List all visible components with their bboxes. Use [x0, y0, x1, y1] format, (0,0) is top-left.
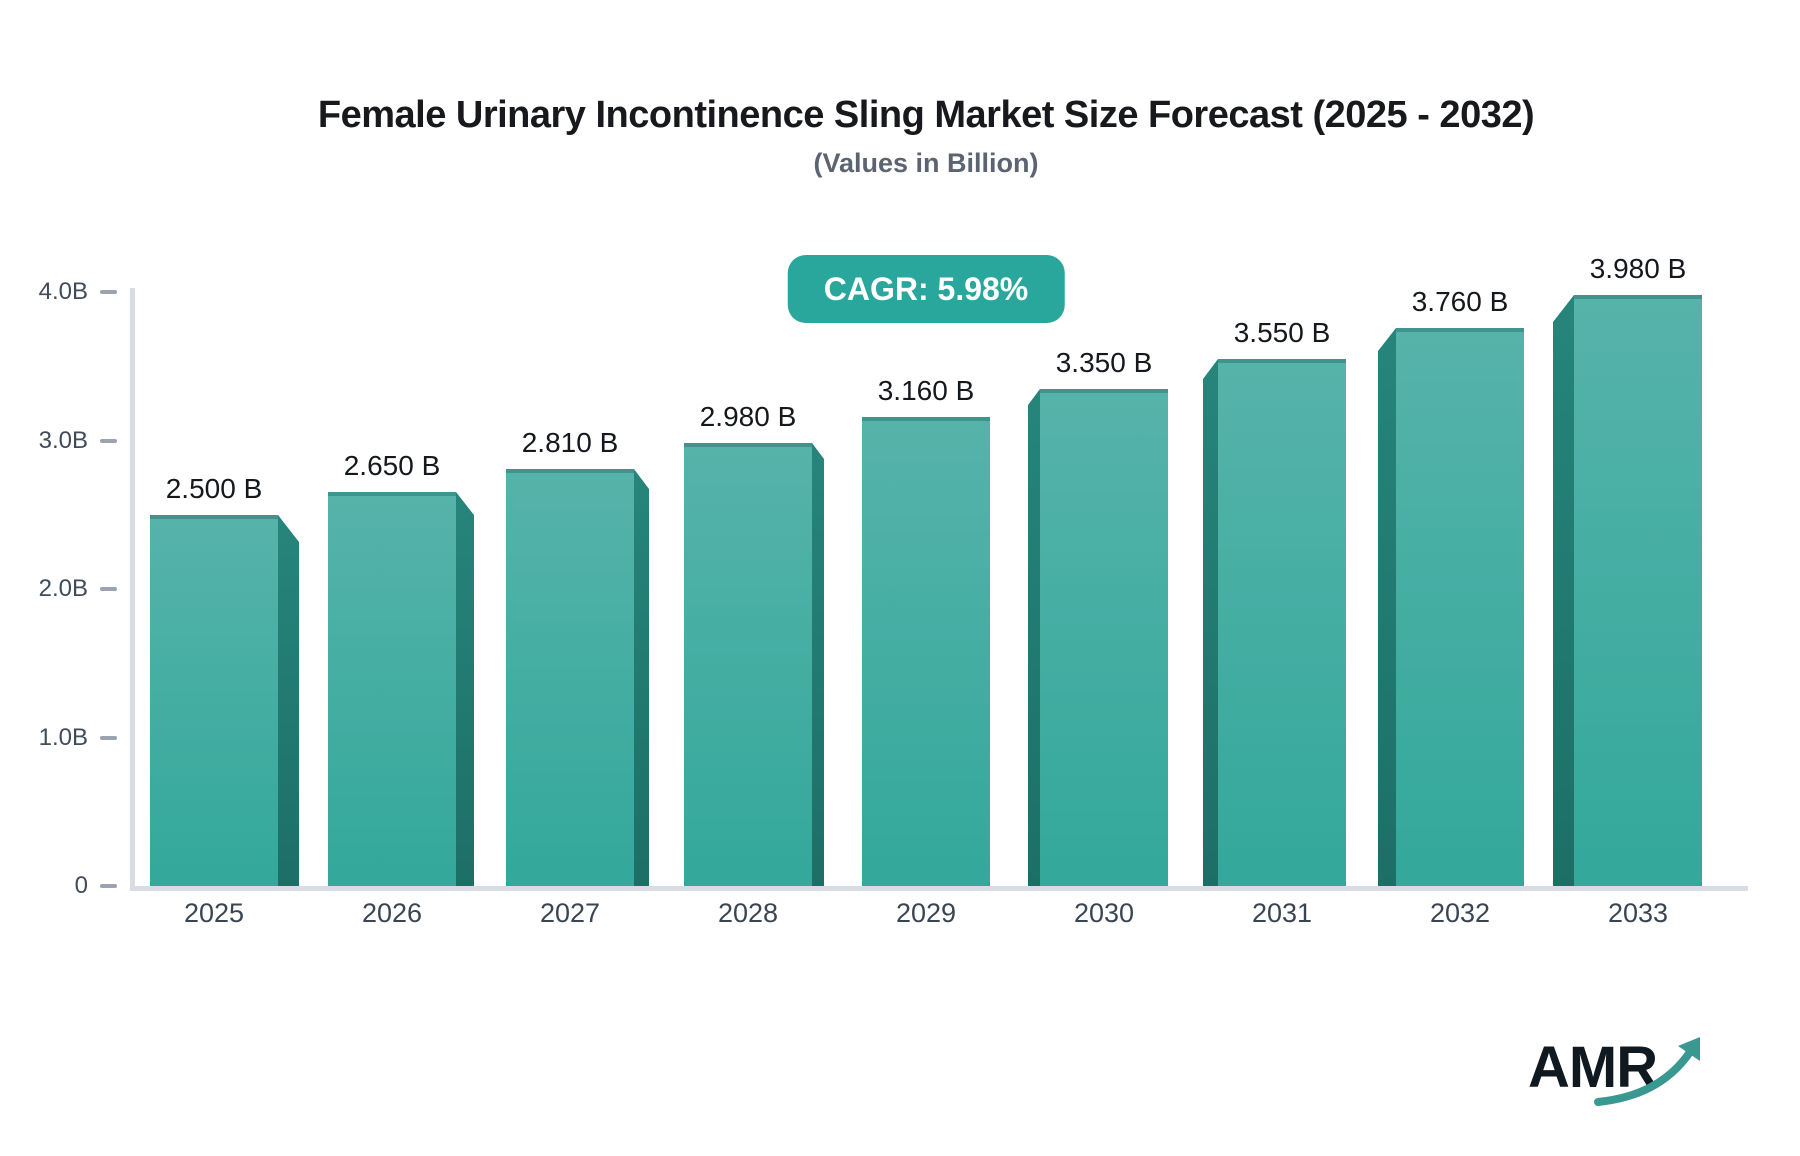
growth-arrow-icon [1594, 1037, 1700, 1106]
x-axis-line [130, 886, 1748, 891]
bar-face [1218, 359, 1346, 886]
bar-value-label: 3.980 B [1589, 253, 1687, 284]
bar-2033 [1553, 295, 1702, 886]
bar-value-label: 2.500 B [165, 473, 263, 504]
bar-value-label: 3.550 B [1233, 317, 1331, 348]
y-axis-tick [100, 587, 117, 591]
x-axis-category-label: 2026 [361, 898, 423, 928]
y-axis-tick [100, 290, 117, 294]
bar-face [1574, 295, 1702, 886]
bar-face [328, 492, 456, 886]
x-axis-category-label: 2027 [539, 898, 601, 928]
x-axis-category-label: 2029 [895, 898, 957, 928]
bar-value-label: 2.980 B [699, 401, 797, 432]
bar-face [684, 443, 812, 886]
bar-2026 [328, 492, 474, 886]
bar-side-face [278, 515, 299, 886]
bar-side-face [1378, 328, 1396, 886]
bar-side-face [634, 469, 649, 886]
bar-2031 [1203, 359, 1346, 886]
bar-value-label: 2.810 B [521, 427, 619, 458]
bar-face [1396, 328, 1524, 886]
x-axis-category-label: 2033 [1607, 898, 1669, 928]
y-axis-line [130, 288, 135, 889]
bar-side-face [1028, 389, 1040, 886]
bar-side-face [456, 492, 474, 886]
chart-subtitle: (Values in Billion) [813, 148, 1039, 178]
y-axis-tick [100, 735, 117, 740]
cagr-badge: CAGR: 5.98% [787, 255, 1065, 323]
bar-face [862, 417, 990, 886]
x-axis-category-label: 2025 [183, 898, 245, 928]
chart-title: Female Urinary Incontinence Sling Market… [317, 94, 1535, 136]
bar-2032 [1378, 328, 1524, 886]
bar-2030 [1028, 389, 1168, 886]
bar-side-face [1203, 359, 1218, 886]
y-axis-tick-label: 0 [74, 872, 88, 899]
y-axis-tick-label: 1.0B [38, 723, 88, 751]
bar-value-label: 3.350 B [1055, 347, 1153, 378]
x-axis-category-label: 2032 [1429, 898, 1491, 928]
bar-value-label: 3.760 B [1411, 286, 1509, 317]
bar-value-label: 2.650 B [343, 450, 441, 481]
bar-2025 [150, 515, 299, 886]
y-axis-tick [100, 438, 117, 443]
x-axis-category-label: 2031 [1251, 898, 1313, 928]
bar-2029 [862, 417, 990, 886]
x-axis-category-label: 2030 [1073, 898, 1135, 928]
bar-face [150, 515, 278, 886]
y-axis-tick [100, 884, 117, 888]
bar-side-face [812, 443, 824, 886]
bar-face [1040, 389, 1168, 886]
bar-value-label: 3.160 B [877, 375, 975, 406]
bar-2027 [506, 469, 649, 886]
y-axis-tick-label: 2.0B [38, 575, 88, 602]
x-axis-category-label: 2028 [717, 898, 779, 928]
bar-face [506, 469, 634, 886]
y-axis-tick-label: 4.0B [38, 278, 88, 305]
bar-side-face [1553, 295, 1574, 886]
y-axis-tick-label: 3.0B [38, 426, 88, 454]
bar-2028 [684, 443, 824, 886]
